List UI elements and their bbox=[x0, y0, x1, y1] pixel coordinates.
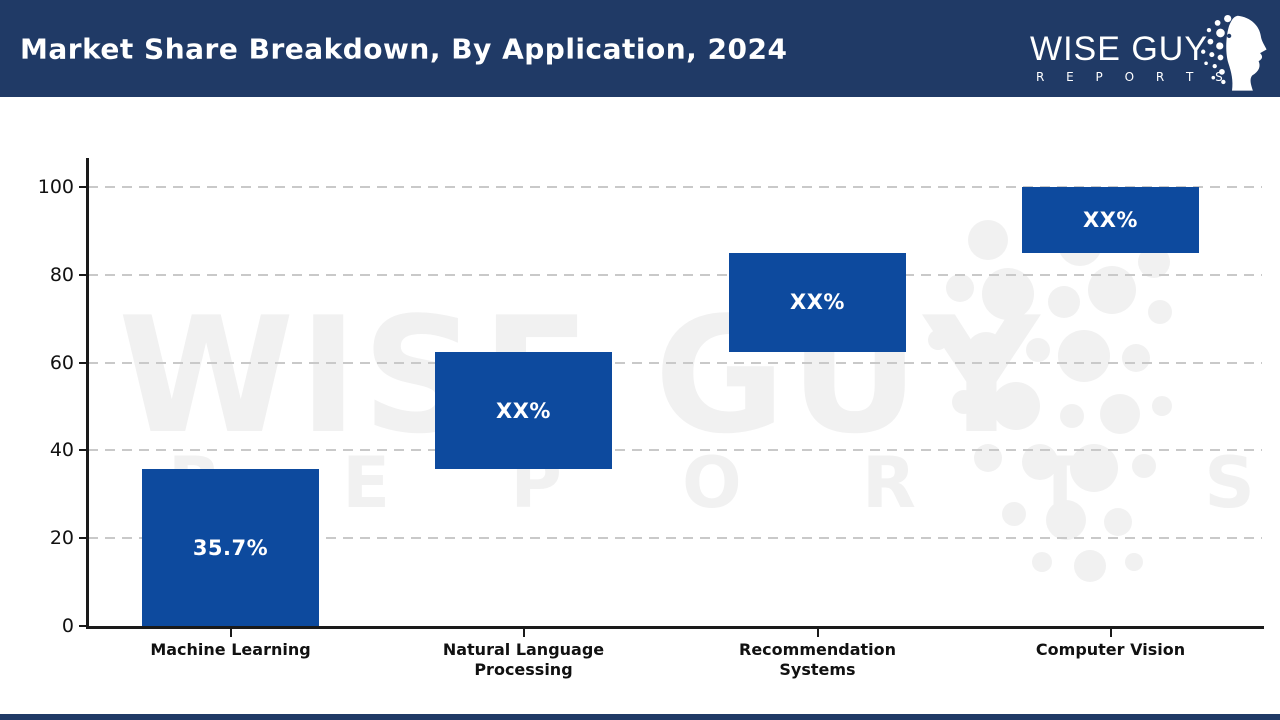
gridline-60 bbox=[88, 361, 1262, 364]
y-axis-tick bbox=[79, 537, 88, 540]
x-axis-tick bbox=[1109, 629, 1112, 637]
y-axis-label: 40 bbox=[49, 439, 74, 462]
y-axis-label: 100 bbox=[37, 176, 74, 198]
bar-machine-learning: 35.7% bbox=[142, 469, 319, 626]
x-axis-line bbox=[86, 626, 1264, 629]
bar-label-recommendation-systems: XX% bbox=[790, 290, 845, 315]
x-axis-label-natural-language-processing: Natural Language Processing bbox=[442, 640, 605, 679]
y-axis-tick bbox=[79, 625, 88, 627]
x-axis-tick bbox=[816, 629, 819, 637]
bar-label-computer-vision: XX% bbox=[1083, 207, 1138, 232]
gridline-100 bbox=[88, 186, 1262, 188]
y-axis-tick bbox=[79, 361, 88, 364]
y-axis-label: 20 bbox=[49, 527, 74, 550]
wiseguy-logo: WISE GUY R E P O R T S bbox=[1012, 8, 1267, 92]
x-axis-label-computer-vision: Computer Vision bbox=[1035, 640, 1186, 659]
y-axis-tick bbox=[79, 186, 88, 188]
y-axis-tick bbox=[79, 273, 88, 276]
bar-computer-vision: XX% bbox=[1022, 187, 1199, 253]
x-axis-tick bbox=[229, 629, 232, 637]
y-axis-label: 80 bbox=[49, 263, 74, 286]
y-axis-label: 0 bbox=[61, 615, 74, 637]
gridline-20 bbox=[88, 537, 1262, 540]
chart-title: Market Share Breakdown, By Application, … bbox=[20, 32, 788, 65]
logo-text: WISE GUY bbox=[1030, 30, 1209, 68]
x-axis-label-recommendation-systems: Recommendation Systems bbox=[739, 640, 896, 679]
watermark-face-icon bbox=[928, 218, 1172, 582]
footer-accent-bar bbox=[0, 714, 1280, 720]
logo-face-icon bbox=[1201, 15, 1267, 91]
x-axis-tick bbox=[522, 629, 525, 637]
y-axis-line bbox=[86, 158, 89, 629]
header-bar: Market Share Breakdown, By Application, … bbox=[0, 0, 1280, 97]
x-axis-label-machine-learning: Machine Learning bbox=[150, 640, 311, 659]
bar-natural-language-processing: XX% bbox=[435, 352, 612, 470]
y-axis-tick bbox=[79, 449, 88, 452]
bar-recommendation-systems: XX% bbox=[729, 252, 906, 353]
y-axis-label: 60 bbox=[49, 351, 74, 374]
gridline-40 bbox=[88, 449, 1262, 452]
logo-subtext: R E P O R T S bbox=[1036, 70, 1232, 84]
bar-label-machine-learning: 35.7% bbox=[192, 535, 269, 560]
bar-label-natural-language-processing: XX% bbox=[496, 398, 551, 423]
gridline-80 bbox=[88, 273, 1262, 276]
